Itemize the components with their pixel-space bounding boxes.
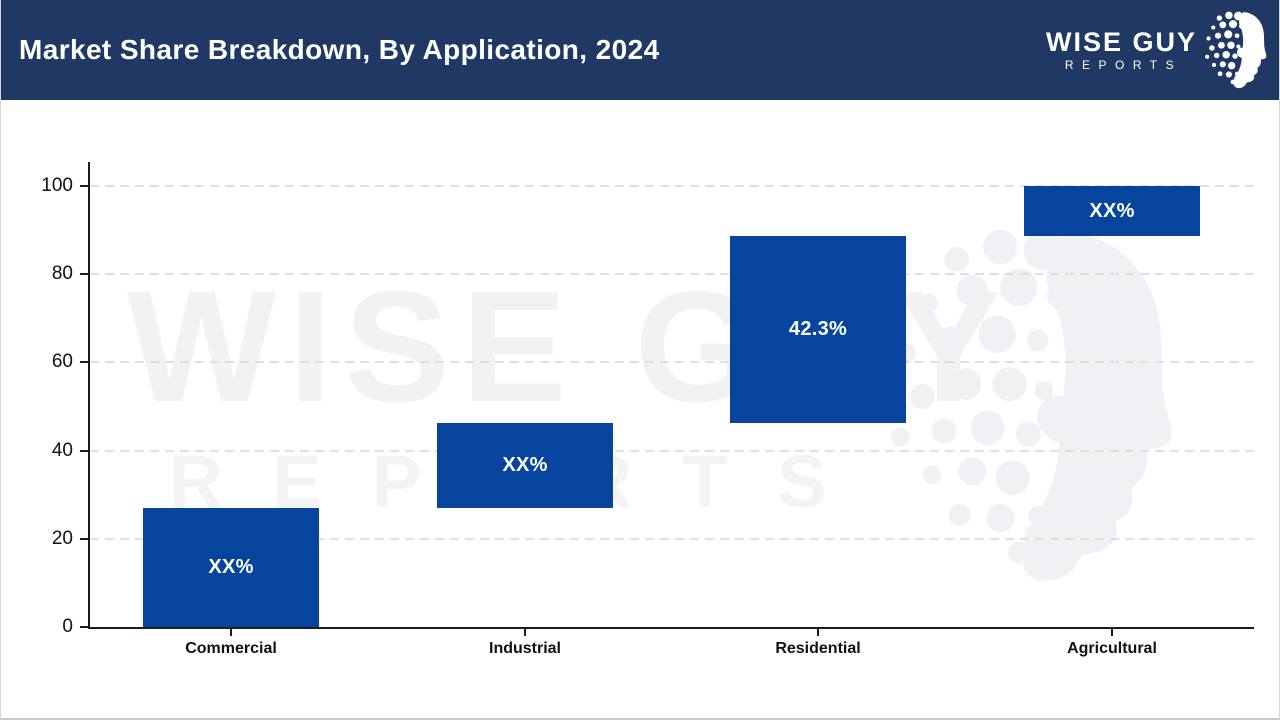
brand-text: WISE GUY REPORTS (1045, 27, 1197, 72)
y-tick-mark (80, 626, 88, 628)
x-tick-mark (230, 629, 232, 636)
y-tick-label: 20 (51, 527, 73, 549)
bar-value-label: XX% (502, 454, 548, 477)
y-tick-label: 80 (51, 263, 73, 285)
header-bar: Market Share Breakdown, By Application, … (1, 0, 1279, 100)
bar-residential: 42.3% (730, 236, 906, 423)
x-category-label: Residential (775, 640, 861, 657)
x-tick-mark (1111, 629, 1113, 636)
x-category-label: Industrial (488, 640, 562, 657)
gridline-y-40 (90, 449, 1254, 452)
x-tick-mark (817, 629, 819, 636)
y-axis-spine (88, 162, 90, 629)
y-tick-label: 0 (62, 616, 73, 637)
bar-industrial: XX% (437, 422, 613, 509)
y-tick-label: 60 (51, 351, 73, 373)
x-category-label: Agricultural (1067, 640, 1157, 657)
y-tick-mark (80, 185, 88, 187)
gridline-y-60 (90, 361, 1254, 364)
x-category-label: Commercial (185, 640, 277, 657)
brand-name: WISE GUY (1045, 27, 1197, 58)
y-tick-mark (80, 361, 88, 364)
x-axis-spine (88, 627, 1254, 629)
y-tick-mark (80, 449, 88, 452)
bar-value-label: XX% (208, 556, 254, 579)
brand-face-icon (1199, 8, 1267, 92)
bar-agricultural: XX% (1024, 186, 1200, 237)
y-tick-label: 100 (41, 175, 73, 196)
y-tick-mark (80, 273, 88, 276)
bar-commercial: XX% (143, 508, 319, 627)
gridline-y-100 (90, 185, 1254, 187)
x-tick-mark (524, 629, 526, 636)
bar-value-label: XX% (1089, 199, 1135, 222)
chart-plot-area: WISE GUY REPORTS 020406080100XX%Commerci… (1, 100, 1279, 718)
gridline-y-80 (90, 273, 1254, 276)
y-tick-label: 40 (51, 439, 73, 461)
gridline-y-20 (90, 537, 1254, 540)
brand-subtitle: REPORTS (1064, 57, 1183, 72)
brand-logo: WISE GUY REPORTS (1046, 8, 1267, 92)
bar-value-label: 42.3% (788, 318, 848, 341)
y-tick-mark (80, 537, 88, 540)
page-title: Market Share Breakdown, By Application, … (19, 34, 660, 65)
